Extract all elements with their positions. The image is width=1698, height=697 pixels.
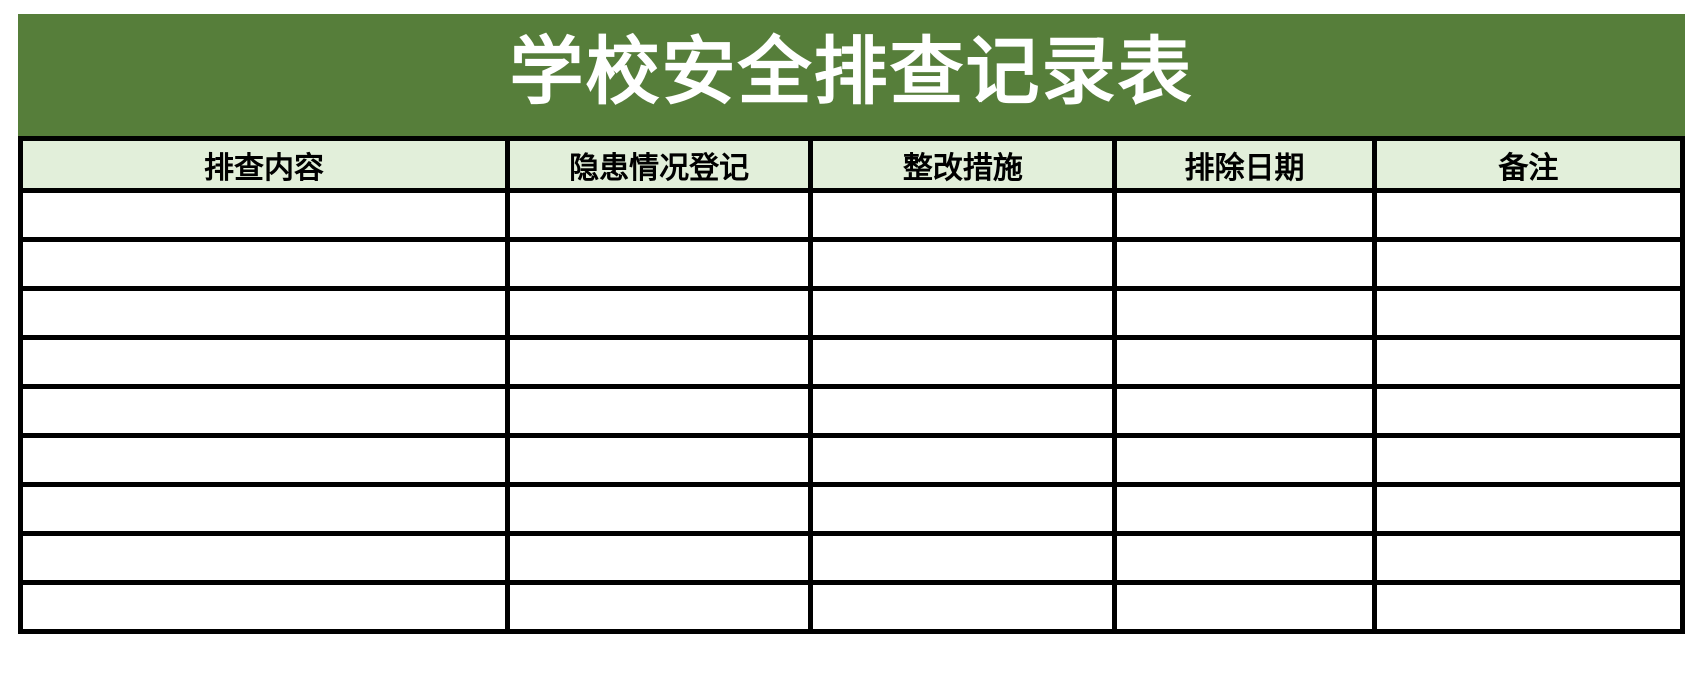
table-row: [18, 580, 1686, 634]
table-cell[interactable]: [18, 335, 510, 389]
table-cell[interactable]: [504, 188, 814, 242]
table-cell[interactable]: [1371, 188, 1686, 242]
page-title: 学校安全排查记录表: [509, 30, 1194, 113]
table-cell[interactable]: [808, 531, 1118, 585]
table-cell[interactable]: [1112, 237, 1377, 291]
table-cell[interactable]: [18, 580, 510, 634]
table-cell[interactable]: [808, 286, 1118, 340]
inspection-record-table: 排查内容 隐患情况登记 整改措施 排除日期 备注: [18, 136, 1686, 634]
table-cell[interactable]: [504, 237, 814, 291]
table-cell[interactable]: [1112, 188, 1377, 242]
table-cell[interactable]: [1371, 482, 1686, 536]
table-cell[interactable]: [504, 286, 814, 340]
table-cell[interactable]: [504, 531, 814, 585]
table-row: [18, 286, 1686, 340]
header-row: 排查内容 隐患情况登记 整改措施 排除日期 备注: [18, 136, 1686, 193]
table-cell[interactable]: [1112, 482, 1377, 536]
table-row: [18, 188, 1686, 242]
table-cell[interactable]: [808, 237, 1118, 291]
title-banner: 学校安全排查记录表: [18, 14, 1685, 136]
table-cell[interactable]: [1112, 335, 1377, 389]
table-row: [18, 482, 1686, 536]
table-cell[interactable]: [1112, 531, 1377, 585]
table-cell[interactable]: [18, 531, 510, 585]
table-cell[interactable]: [1112, 384, 1377, 438]
table-cell[interactable]: [18, 384, 510, 438]
table-cell[interactable]: [1371, 335, 1686, 389]
table-cell[interactable]: [18, 482, 510, 536]
table-cell[interactable]: [504, 580, 814, 634]
table-cell[interactable]: [808, 433, 1118, 487]
table-row: [18, 384, 1686, 438]
table-cell[interactable]: [1371, 531, 1686, 585]
table-cell[interactable]: [808, 335, 1118, 389]
table-cell[interactable]: [1371, 237, 1686, 291]
table-cell[interactable]: [1371, 286, 1686, 340]
table-cell[interactable]: [1371, 433, 1686, 487]
table-cell[interactable]: [18, 188, 510, 242]
table-row: [18, 335, 1686, 389]
table-cell[interactable]: [504, 335, 814, 389]
table-cell[interactable]: [18, 433, 510, 487]
column-header-hazard-registration: 隐患情况登记: [504, 136, 814, 193]
table-cell[interactable]: [808, 384, 1118, 438]
column-header-inspection-content: 排查内容: [18, 136, 510, 193]
table-cell[interactable]: [504, 384, 814, 438]
table-row: [18, 237, 1686, 291]
table-cell[interactable]: [808, 188, 1118, 242]
table-cell[interactable]: [18, 286, 510, 340]
table-cell[interactable]: [808, 580, 1118, 634]
table-cell[interactable]: [1112, 580, 1377, 634]
column-header-remarks: 备注: [1371, 136, 1686, 193]
table-cell[interactable]: [1112, 433, 1377, 487]
table-cell[interactable]: [808, 482, 1118, 536]
table-body: [18, 188, 1686, 634]
table-row: [18, 531, 1686, 585]
table-cell[interactable]: [1371, 580, 1686, 634]
record-sheet: 学校安全排查记录表 排查内容 隐患情况登记 整改措施 排除日期 备注: [18, 0, 1686, 634]
table-cell[interactable]: [1371, 384, 1686, 438]
table-cell[interactable]: [504, 482, 814, 536]
column-header-elimination-date: 排除日期: [1112, 136, 1377, 193]
table-cell[interactable]: [504, 433, 814, 487]
table-row: [18, 433, 1686, 487]
column-header-rectification-measures: 整改措施: [808, 136, 1118, 193]
table-cell[interactable]: [1112, 286, 1377, 340]
table-cell[interactable]: [18, 237, 510, 291]
